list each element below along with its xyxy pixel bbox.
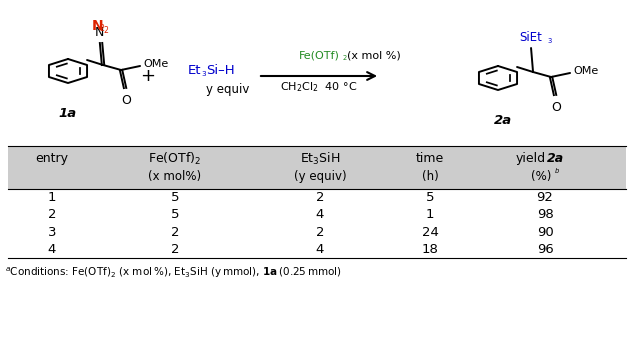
Text: time: time [416,152,444,165]
Text: 18: 18 [422,243,439,256]
Text: OMe: OMe [573,66,598,76]
Text: O: O [551,101,561,114]
Text: 1: 1 [48,191,56,204]
Text: Fe(OTf): Fe(OTf) [299,50,339,60]
Text: (%): (%) [531,170,551,183]
Text: $_2$: $_2$ [103,25,109,37]
Text: 5: 5 [171,208,179,221]
Text: (y equiv): (y equiv) [294,170,346,183]
Text: 2a: 2a [547,152,564,165]
Text: Et$_3$SiH: Et$_3$SiH [300,151,340,166]
Text: (h): (h) [422,170,438,183]
Text: 4: 4 [48,243,56,256]
Text: (x mol %): (x mol %) [347,50,401,60]
Text: 2a: 2a [494,114,512,127]
Text: entry: entry [36,152,68,165]
Bar [8,146,626,189]
Text: $_3$: $_3$ [201,69,207,79]
Text: Fe(OTf)$_2$: Fe(OTf)$_2$ [148,151,202,166]
Text: CH$_2$Cl$_2$  40 °C: CH$_2$Cl$_2$ 40 °C [280,80,358,94]
Text: yield: yield [516,152,546,165]
Text: $_3$: $_3$ [547,36,553,46]
Text: 3: 3 [48,226,56,239]
Text: 4: 4 [316,243,324,256]
Text: 2: 2 [316,191,324,204]
Text: 1a: 1a [59,107,77,120]
Text: 2: 2 [171,243,179,256]
Text: y equiv: y equiv [206,82,249,95]
Text: 92: 92 [536,191,553,204]
Text: OMe: OMe [143,59,168,69]
Text: N: N [92,19,104,33]
Text: (x mol%): (x mol%) [148,170,202,183]
Text: $_2$: $_2$ [342,53,347,63]
Text: 2: 2 [48,208,56,221]
Text: $^a$Conditions: Fe(OTf)$_2$ (x mol %), Et$_3$SiH (y mmol), $\mathbf{1a}$ (0.25 m: $^a$Conditions: Fe(OTf)$_2$ (x mol %), E… [5,266,342,280]
Text: 2: 2 [316,226,324,239]
Text: 90: 90 [536,226,553,239]
Text: 96: 96 [536,243,553,256]
Text: Et: Et [188,64,202,78]
Text: Si–H: Si–H [206,64,235,78]
Text: +: + [141,67,155,85]
Text: 2: 2 [171,226,179,239]
Text: N: N [94,26,104,39]
Text: 4: 4 [316,208,324,221]
Text: 24: 24 [422,226,439,239]
Text: 5: 5 [426,191,434,204]
Text: O: O [121,94,131,107]
Text: SiEt: SiEt [519,31,542,44]
Text: $_2$: $_2$ [99,22,105,35]
Text: $^b$: $^b$ [554,169,560,179]
Text: 98: 98 [536,208,553,221]
Text: 5: 5 [171,191,179,204]
Text: 1: 1 [426,208,434,221]
